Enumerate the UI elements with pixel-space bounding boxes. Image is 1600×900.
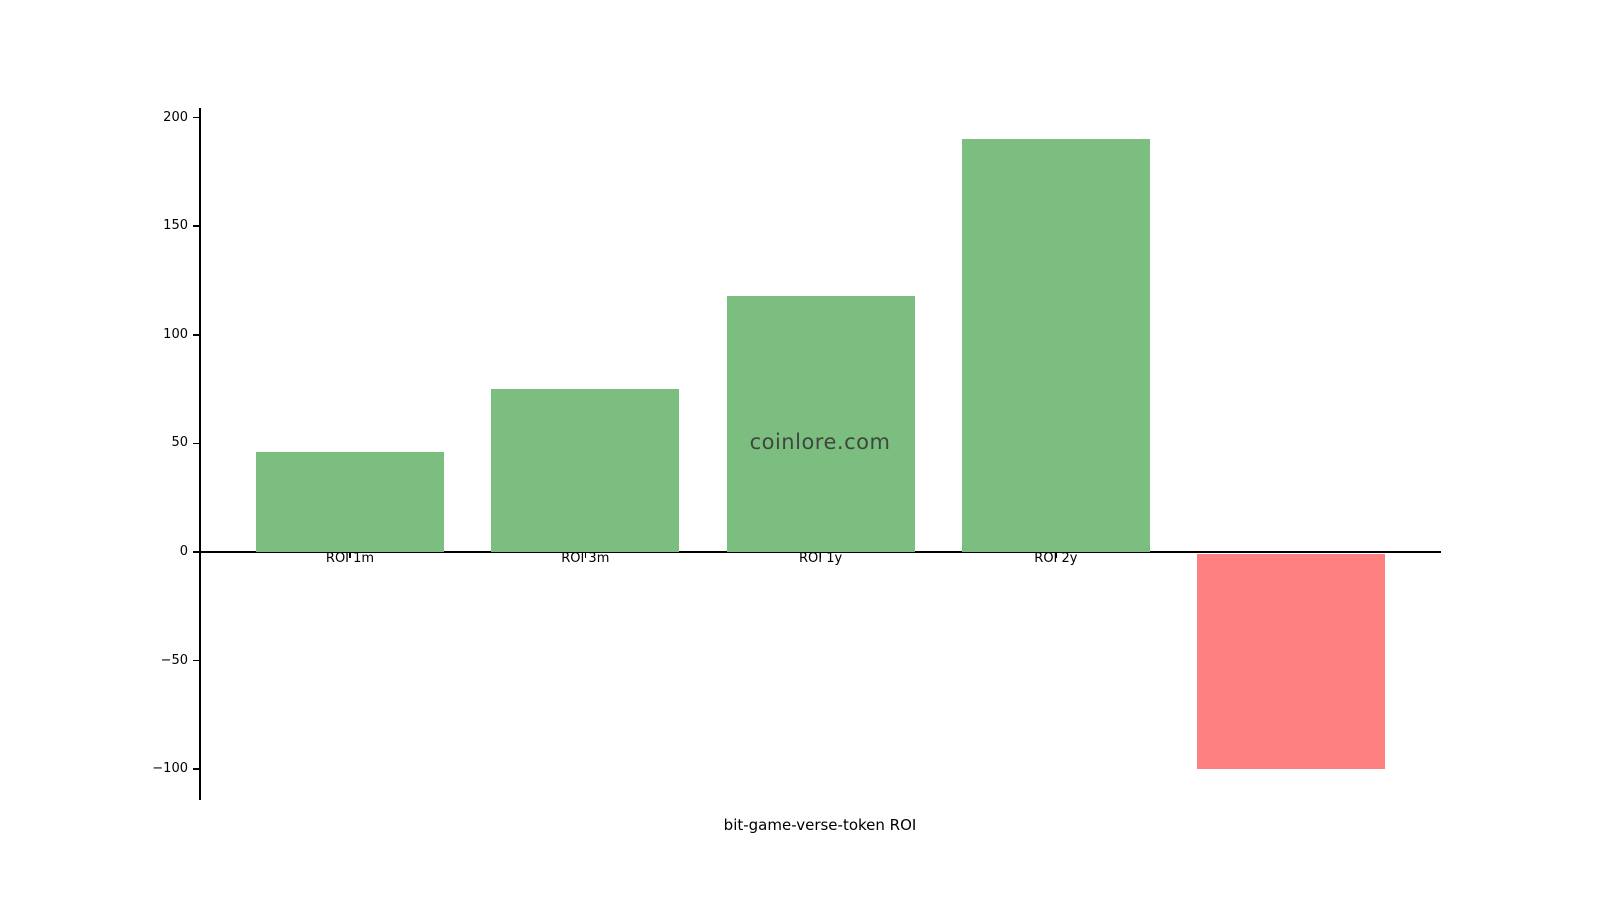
y-tick-label: −100 [152,761,188,777]
y-tick-mark [193,659,199,662]
watermark-text: coinlore.com [749,430,891,454]
y-tick-mark [193,551,199,553]
y-tick-label: 150 [163,218,188,234]
x-tick-mark [349,552,351,558]
x-tick-mark [584,552,587,558]
y-tick-label: 50 [171,435,188,451]
x-tick-label: ROI 2y [1034,551,1078,566]
chart-title: bit-game-verse-token ROI [723,816,917,834]
y-tick-label: −50 [160,652,188,668]
y-axis-spine [199,108,201,800]
bar-negative [1197,553,1386,770]
bar-roi-1y [726,295,915,552]
bar-roi-1m [256,452,444,552]
x-tick-label: ROI 1y [798,551,843,566]
y-tick-mark [193,768,199,770]
x-tick-mark [819,552,822,558]
x-tick-mark [1055,552,1057,558]
y-tick-label: 0 [179,544,188,559]
x-tick-label: ROI 1m [325,551,375,566]
bar-roi-3m [491,389,680,552]
x-tick-label: ROI 3m [561,551,610,566]
y-tick-mark [193,334,199,336]
y-tick-label: 100 [163,326,188,342]
y-tick-mark [193,225,199,227]
y-tick-mark [193,442,199,445]
bar-roi-2y [961,139,1150,552]
y-tick-mark [193,116,199,119]
y-tick-label: 200 [163,109,188,125]
